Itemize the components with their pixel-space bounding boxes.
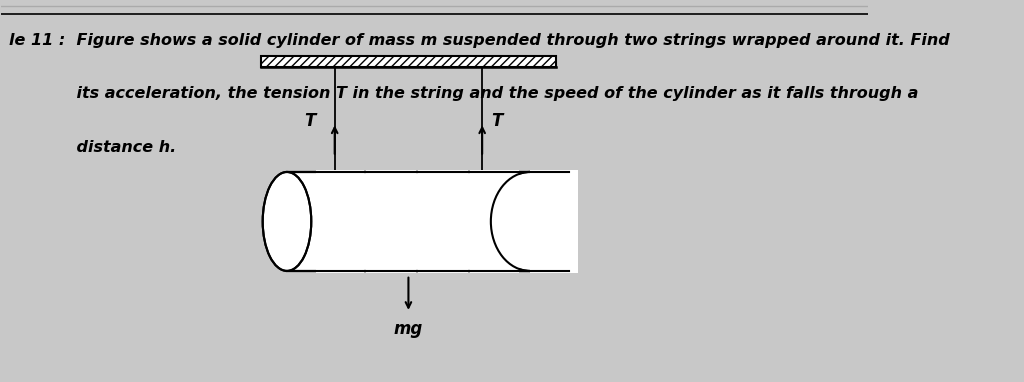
Ellipse shape [490,172,569,271]
Bar [287,172,529,271]
Text: T: T [490,112,502,129]
Ellipse shape [263,172,311,271]
Bar [418,170,467,273]
Bar [421,170,468,273]
Bar [369,170,416,273]
Text: its acceleration, the tension T in the string and the speed of the cylinder as i: its acceleration, the tension T in the s… [9,86,919,101]
Text: le 11 :  Figure shows a solid cylinder of mass m suspended through two strings w: le 11 : Figure shows a solid cylinder of… [9,33,950,48]
Bar [470,170,518,273]
Bar [529,172,573,271]
Text: T: T [304,112,315,129]
Bar [316,170,365,273]
Bar [261,56,556,67]
Bar [366,170,415,273]
Bar [529,170,578,273]
Text: mg: mg [394,320,423,338]
Text: distance h.: distance h. [9,139,176,155]
